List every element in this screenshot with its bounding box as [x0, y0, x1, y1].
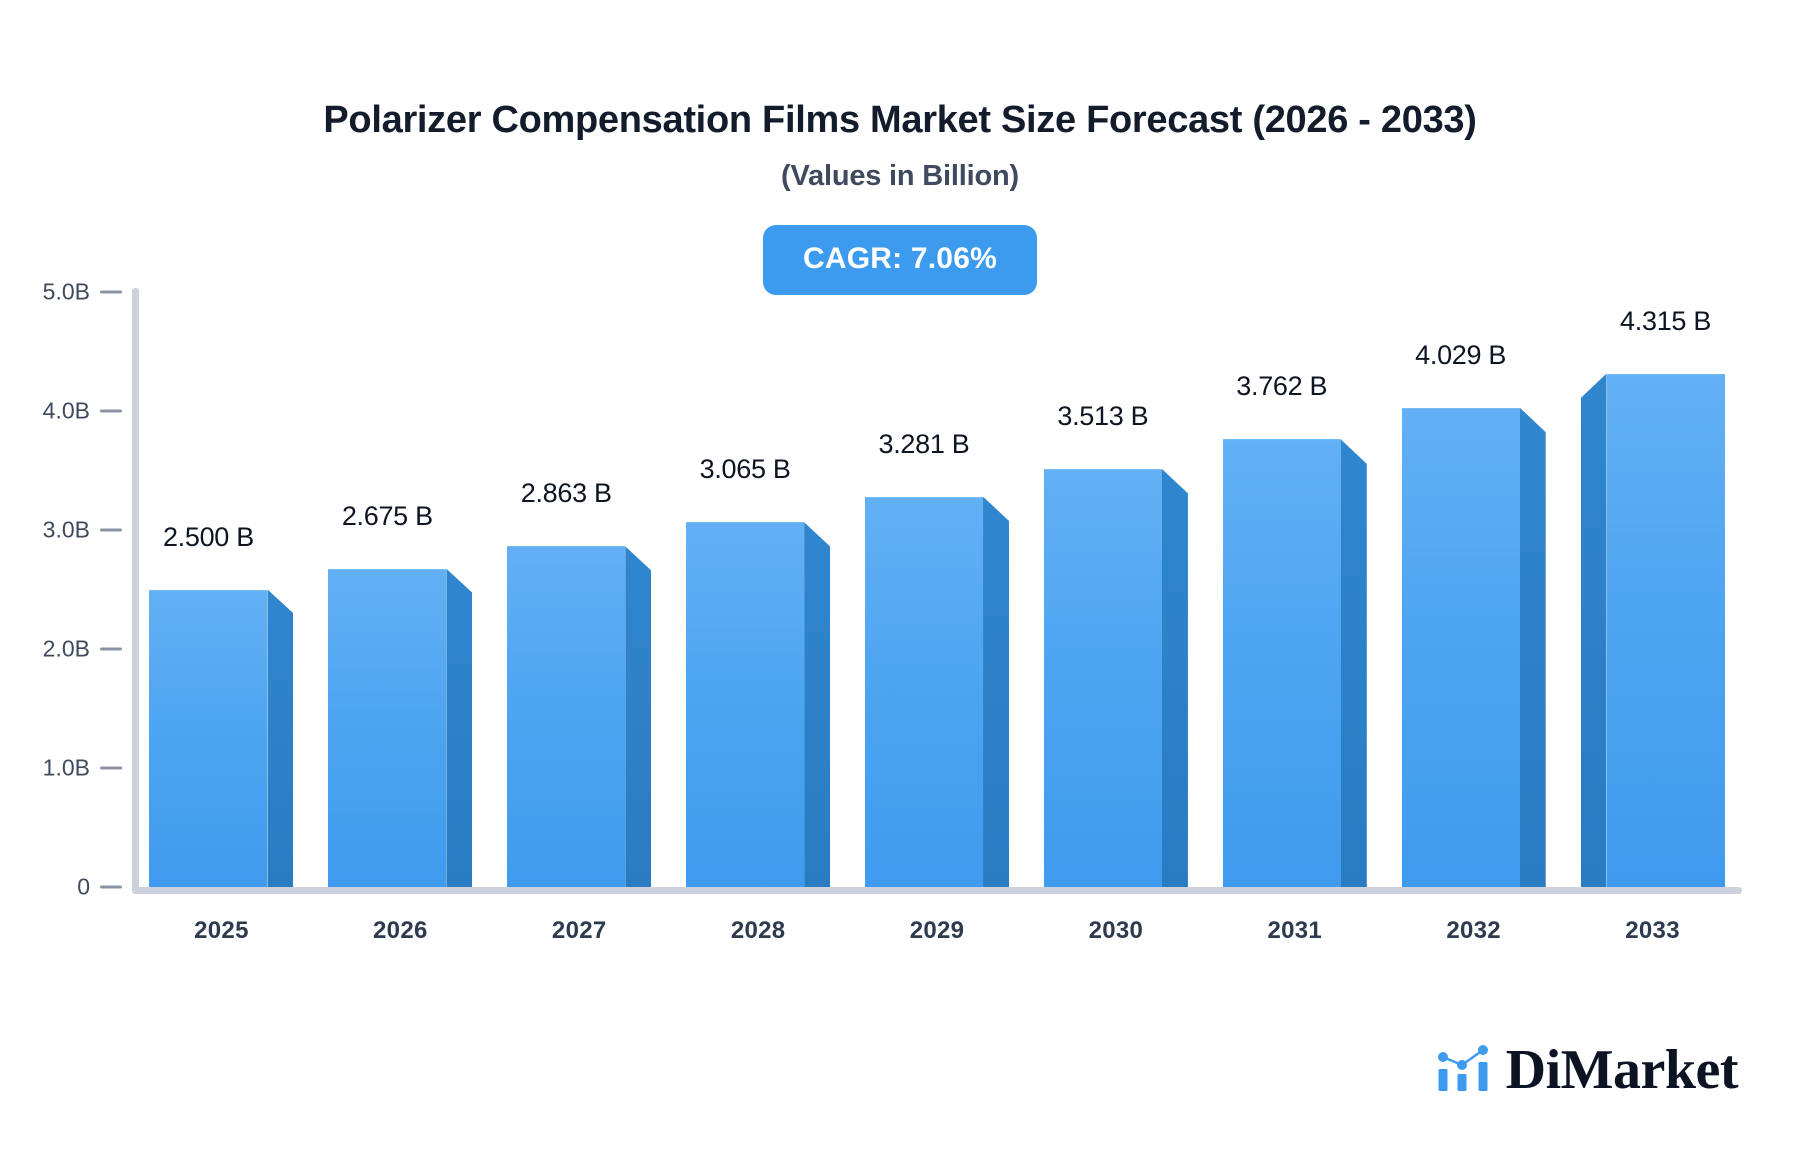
bar-2027 [0, 520, 1800, 887]
bar-value-label: 2.500 B [162, 521, 254, 552]
brand-logo: DiMarket [1436, 1038, 1739, 1101]
x-axis-tick-2026: 2026 [373, 917, 428, 944]
bar-2031 [0, 413, 1800, 887]
bar-side-face [1340, 439, 1367, 887]
y-axis-tick-mark [100, 409, 122, 413]
bar-front-face [1043, 468, 1162, 887]
bar-side-face [1519, 407, 1546, 887]
x-axis-tick-2033: 2033 [1625, 917, 1680, 944]
x-axis-tick-2027: 2027 [551, 917, 607, 944]
y-axis-line [132, 288, 139, 891]
x-axis-tick-2031: 2031 [1267, 917, 1323, 944]
bar-value-label: 3.281 B [878, 428, 970, 459]
logo-text: DiMarket [1505, 1038, 1739, 1101]
y-axis-tick-mark [100, 647, 122, 651]
bar-front-face [149, 589, 268, 887]
bar-front-face [1606, 373, 1725, 887]
cagr-badge: CAGR: 7.06% [763, 224, 1037, 295]
bar-side-face [625, 546, 652, 887]
cagr-badge-wrap: CAGR: 7.06% [0, 224, 1800, 295]
bar-2029 [0, 471, 1800, 887]
bar-side-face [446, 568, 473, 887]
bar-value-label: 3.762 B [1236, 371, 1328, 402]
bar-front-face [1222, 439, 1341, 887]
bar-side-face [1580, 373, 1607, 887]
page-title: Polarizer Compensation Films Market Size… [323, 99, 1477, 141]
bar-side-face [267, 589, 294, 887]
x-axis-tick-2032: 2032 [1446, 917, 1501, 944]
bar-2030 [0, 443, 1800, 887]
bar-2032 [0, 382, 1800, 887]
y-axis-tick-mark [100, 766, 122, 770]
bar-2025 [0, 564, 1800, 887]
y-axis-tick-label: 3.0B [42, 516, 90, 543]
bar-front-face [507, 546, 626, 887]
y-axis-tick-mark [100, 885, 122, 889]
bar-2028 [0, 496, 1800, 887]
x-axis-tick-2025: 2025 [194, 917, 249, 944]
title-block: Polarizer Compensation Films Market Size… [0, 0, 1800, 193]
bar-front-face [1401, 407, 1520, 887]
bar-value-label: 2.675 B [341, 500, 433, 531]
x-axis-tick-2028: 2028 [730, 917, 786, 944]
bar-value-label: 4.315 B [1620, 305, 1712, 336]
y-axis-tick-label: 4.0B [42, 397, 90, 424]
x-axis-tick-2029: 2029 [909, 917, 965, 944]
bar-front-face [686, 522, 805, 887]
y-axis-tick-mark [100, 528, 122, 532]
x-axis-line [132, 887, 1742, 894]
bar-front-face [864, 496, 984, 887]
x-axis-tick-2030: 2030 [1088, 917, 1144, 944]
bar-value-label: 3.513 B [1057, 400, 1149, 431]
bar-value-label: 2.863 B [520, 478, 612, 509]
y-axis-tick-label: 2.0B [42, 635, 90, 662]
bar-value-label: 4.029 B [1415, 339, 1507, 370]
bar-value-label: 3.065 B [699, 454, 791, 485]
y-axis-tick-label: 0 [77, 873, 90, 900]
chart-subtitle: (Values in Billion) [781, 159, 1019, 192]
bar-front-face [328, 568, 447, 887]
bar-side-face [804, 522, 831, 887]
bar-chart-dots-icon [1436, 1041, 1492, 1098]
bar-side-face [1161, 468, 1188, 887]
y-axis-tick-label: 1.0B [42, 754, 90, 781]
bar-2026 [0, 543, 1800, 887]
bar-2033 [0, 348, 1800, 887]
bar-side-face [983, 496, 1010, 887]
